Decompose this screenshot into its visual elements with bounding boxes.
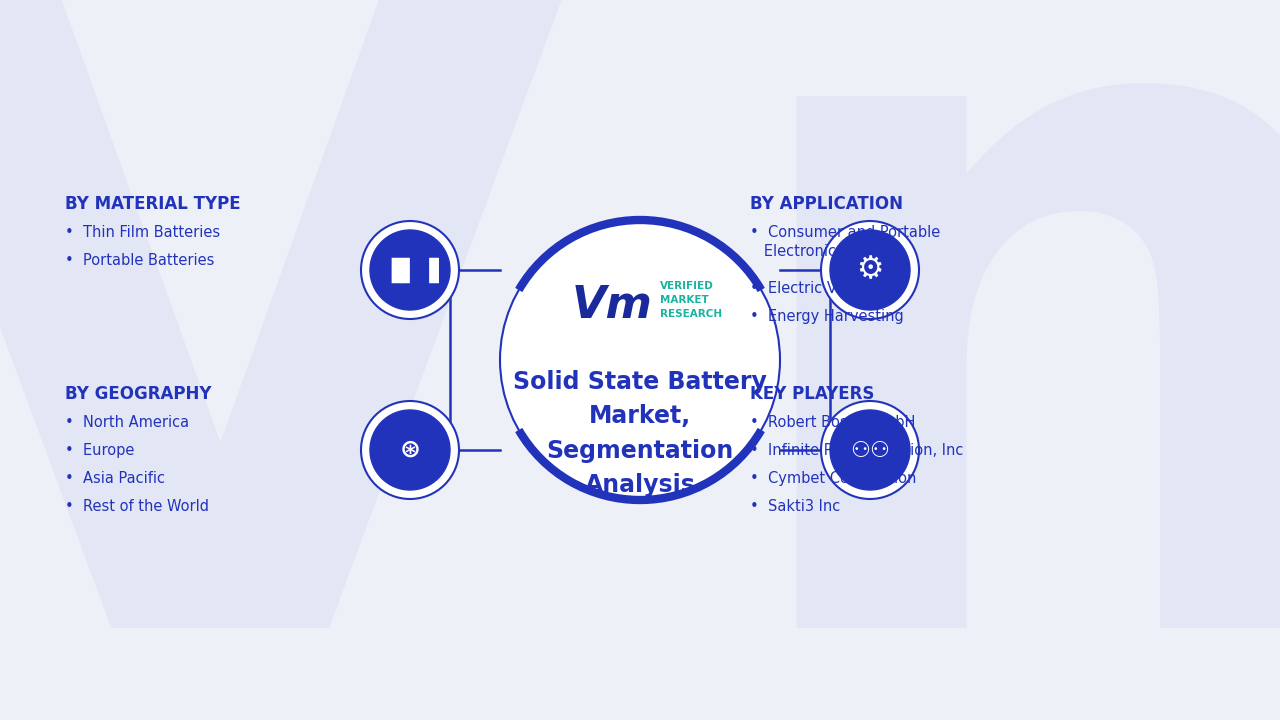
Text: BY APPLICATION: BY APPLICATION [750,195,902,213]
Text: ▐▌▐: ▐▌▐ [381,257,439,283]
Text: ⊛: ⊛ [399,438,421,462]
Text: •  Sakti3 Inc: • Sakti3 Inc [750,499,840,514]
Circle shape [500,220,780,500]
Circle shape [361,401,460,499]
Text: BY GEOGRAPHY: BY GEOGRAPHY [65,385,211,403]
Text: VERIFIED
MARKET
RESEARCH: VERIFIED MARKET RESEARCH [660,281,722,319]
Text: •  Energy Harvesting: • Energy Harvesting [750,309,904,324]
Text: ⚙: ⚙ [856,256,883,284]
Text: •  Asia Pacific: • Asia Pacific [65,471,165,486]
Circle shape [829,410,910,490]
Circle shape [820,401,919,499]
Text: ⚇⚇: ⚇⚇ [850,440,890,460]
Circle shape [829,230,910,310]
Text: •  Thin Film Batteries: • Thin Film Batteries [65,225,220,240]
Text: •  Portable Batteries: • Portable Batteries [65,253,214,268]
Circle shape [361,221,460,319]
Text: Solid State Battery
Market,
Segmentation
Analysis: Solid State Battery Market, Segmentation… [513,370,767,498]
Circle shape [370,410,451,490]
Circle shape [820,221,919,319]
Text: Vm: Vm [572,284,653,326]
Text: •  North America: • North America [65,415,189,430]
Text: V: V [0,0,596,720]
Text: •  Consumer and Portable
   Electronics: • Consumer and Portable Electronics [750,225,941,258]
Text: •  Rest of the World: • Rest of the World [65,499,209,514]
Circle shape [370,230,451,310]
Text: •  Infinite Power Solution, Inc: • Infinite Power Solution, Inc [750,443,964,458]
Text: •  Cymbet Corporation: • Cymbet Corporation [750,471,916,486]
Text: BY MATERIAL TYPE: BY MATERIAL TYPE [65,195,241,213]
Text: •  Electric Vehicle: • Electric Vehicle [750,281,879,296]
Text: KEY PLAYERS: KEY PLAYERS [750,385,874,403]
Text: •  Europe: • Europe [65,443,134,458]
Text: n: n [714,0,1280,720]
Text: •  Robert Bosch GmbH: • Robert Bosch GmbH [750,415,915,430]
